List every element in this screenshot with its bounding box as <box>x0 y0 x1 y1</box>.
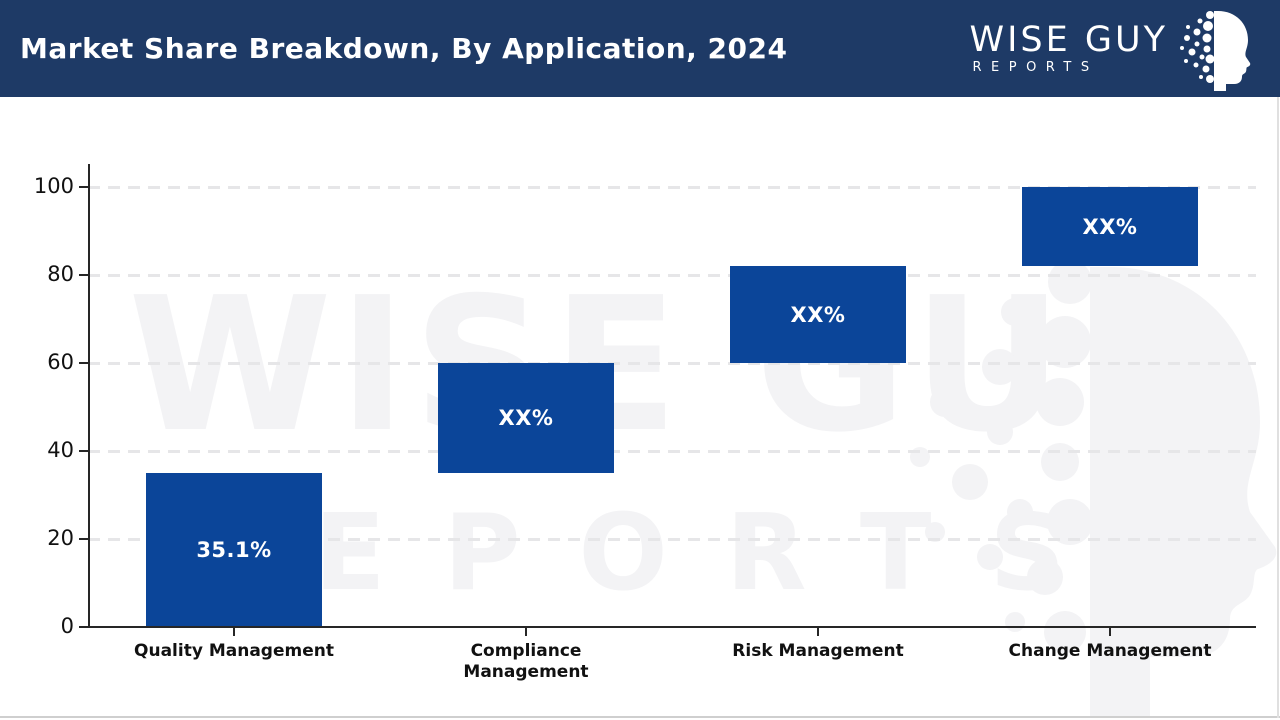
bar-value-label: XX% <box>1082 214 1138 239</box>
page-right-border <box>1277 97 1279 718</box>
x-tick-1 <box>525 627 527 636</box>
header-bar: Market Share Breakdown, By Application, … <box>0 0 1280 97</box>
watermark-text-line2: REPORTS <box>175 492 1124 614</box>
y-tick-label-40: 40 <box>47 438 74 462</box>
bar-value-label: XX% <box>790 302 846 327</box>
gridline-40 <box>88 450 1256 453</box>
y-tick-label-0: 0 <box>60 614 74 638</box>
bar-value-label: 35.1% <box>196 537 272 562</box>
dotted-head-icon <box>1180 10 1251 91</box>
y-tick-20 <box>79 538 88 540</box>
y-tick-80 <box>79 274 88 276</box>
x-tick-2 <box>817 627 819 636</box>
y-tick-label-100: 100 <box>33 174 74 198</box>
x-category-label-3: Change Management <box>1008 641 1212 661</box>
x-tick-3 <box>1109 627 1111 636</box>
x-category-label-0: Quality Management <box>134 641 334 661</box>
gridline-100 <box>88 186 1256 189</box>
chart-area: WISE GU REPORTS 0 20 40 60 80 100 35.1% Quality… <box>0 97 1280 720</box>
y-axis-line <box>88 164 90 627</box>
bar-risk-management: XX% <box>730 266 906 363</box>
x-axis-line <box>88 626 1256 628</box>
page-bottom-border <box>0 716 1280 718</box>
wise-guy-logo: WISE GUY REPORTS <box>969 7 1252 91</box>
bar-change-management: XX% <box>1022 187 1198 267</box>
logo-wordmark: WISE GUY REPORTS <box>969 22 1168 75</box>
x-category-label-1: Compliance Management <box>463 641 589 682</box>
bar-compliance-management: XX% <box>438 363 614 473</box>
y-tick-label-80: 80 <box>47 262 74 286</box>
gridline-80 <box>88 274 1256 277</box>
chart-title: Market Share Breakdown, By Application, … <box>20 32 788 65</box>
gridline-20 <box>88 538 1256 541</box>
gridline-60 <box>88 362 1256 365</box>
y-tick-40 <box>79 450 88 452</box>
y-tick-60 <box>79 362 88 364</box>
x-category-label-2: Risk Management <box>732 641 904 661</box>
bar-value-label: XX% <box>498 405 554 430</box>
bar-quality-management: 35.1% <box>146 472 322 627</box>
x-tick-0 <box>233 627 235 636</box>
y-tick-0 <box>79 626 88 628</box>
watermark-head-icon <box>910 260 1277 717</box>
y-tick-label-60: 60 <box>47 350 74 374</box>
logo-sub-text: REPORTS <box>972 60 1099 75</box>
logo-brand-text: WISE GUY <box>969 20 1168 60</box>
y-tick-100 <box>79 186 88 188</box>
y-tick-label-20: 20 <box>47 526 74 550</box>
